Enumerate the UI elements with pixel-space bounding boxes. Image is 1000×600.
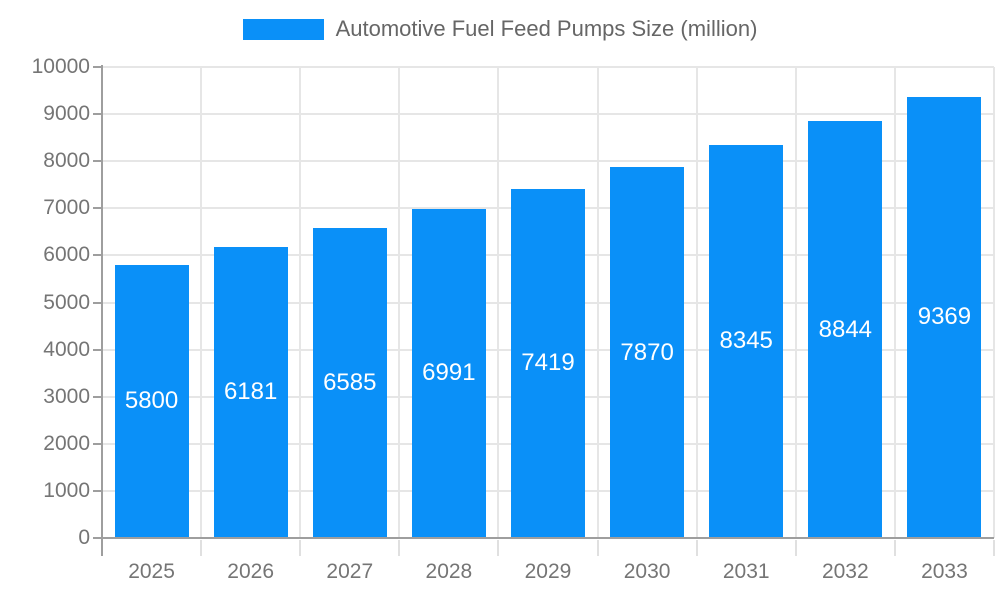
v-gridline — [200, 67, 203, 538]
y-tick-label: 10000 — [31, 55, 90, 78]
v-gridline — [398, 67, 401, 538]
x-tick-label: 2028 — [425, 560, 473, 583]
y-tick-label: 7000 — [43, 196, 90, 220]
x-tick — [200, 540, 203, 556]
v-gridline — [794, 67, 797, 538]
y-tick — [93, 160, 102, 163]
bar-2033[interactable]: 9369 — [907, 96, 982, 538]
bar-2028[interactable]: 6991 — [411, 208, 486, 538]
x-tick — [993, 540, 995, 556]
y-tick-label: 5000 — [43, 290, 90, 314]
y-tick-label: 8000 — [43, 149, 90, 173]
x-tick-label: 2027 — [326, 560, 374, 583]
bar-2031[interactable]: 8345 — [709, 144, 784, 538]
x-tick — [596, 540, 599, 556]
x-tick — [299, 540, 302, 556]
bar-value-label: 8844 — [818, 315, 873, 343]
legend-label: Automotive Fuel Feed Pumps Size (million… — [335, 16, 758, 41]
bar-2032[interactable]: 8844 — [808, 121, 883, 538]
h-gridline — [102, 160, 994, 163]
y-tick — [93, 254, 102, 257]
v-gridline — [893, 67, 896, 538]
bar-2030[interactable]: 7870 — [610, 167, 685, 538]
x-tick-label: 2026 — [227, 560, 275, 583]
x-tick — [794, 540, 797, 556]
bar-value-label: 9369 — [917, 303, 972, 331]
x-tick-label: 2031 — [722, 560, 770, 583]
y-tick-label: 3000 — [43, 384, 90, 408]
bar-2027[interactable]: 6585 — [312, 227, 387, 538]
h-gridline — [102, 66, 994, 68]
legend[interactable]: Automotive Fuel Feed Pumps Size (million… — [0, 16, 1000, 42]
y-tick — [93, 207, 102, 210]
bar-value-label: 7870 — [620, 338, 674, 366]
v-gridline — [596, 67, 599, 538]
y-tick — [93, 348, 102, 351]
x-tick — [893, 540, 896, 556]
bar-value-label: 7419 — [521, 349, 575, 377]
x-tick-label: 2025 — [128, 560, 175, 583]
bar-value-label: 6181 — [223, 378, 278, 406]
v-gridline — [993, 67, 995, 538]
y-tick-label: 1000 — [43, 478, 90, 502]
v-gridline — [299, 67, 302, 538]
x-tick — [497, 540, 500, 556]
bar-value-label: 5800 — [124, 387, 179, 415]
y-tick — [93, 301, 102, 304]
y-tick-label: 9000 — [43, 102, 90, 126]
x-tick-label: 2032 — [821, 560, 869, 583]
y-axis-line — [101, 65, 103, 556]
v-gridline — [497, 67, 500, 538]
y-tick-label: 2000 — [43, 431, 90, 455]
y-tick-label: 4000 — [43, 337, 90, 361]
v-gridline — [695, 67, 698, 538]
bar-2025[interactable]: 5800 — [114, 264, 189, 538]
bar-value-label: 6991 — [422, 359, 476, 387]
legend-swatch-icon — [242, 18, 324, 40]
x-tick-label: 2030 — [623, 560, 671, 583]
bar-2029[interactable]: 7419 — [511, 188, 585, 538]
y-tick-label: 6000 — [43, 243, 90, 267]
y-tick — [93, 66, 102, 68]
x-tick — [695, 540, 698, 556]
bar-value-label: 6585 — [323, 368, 377, 396]
bar-2026[interactable]: 6181 — [213, 246, 288, 538]
x-tick — [398, 540, 401, 556]
y-tick — [93, 489, 102, 492]
y-tick — [93, 395, 102, 398]
x-tick-label: 2029 — [524, 560, 572, 583]
bar-value-label: 8345 — [719, 327, 773, 355]
h-gridline — [102, 113, 994, 116]
y-tick — [93, 113, 102, 116]
y-tick — [93, 442, 102, 445]
x-tick-label: 2033 — [921, 560, 968, 583]
x-axis-line — [93, 537, 994, 539]
y-tick-label: 0 — [78, 526, 90, 549]
